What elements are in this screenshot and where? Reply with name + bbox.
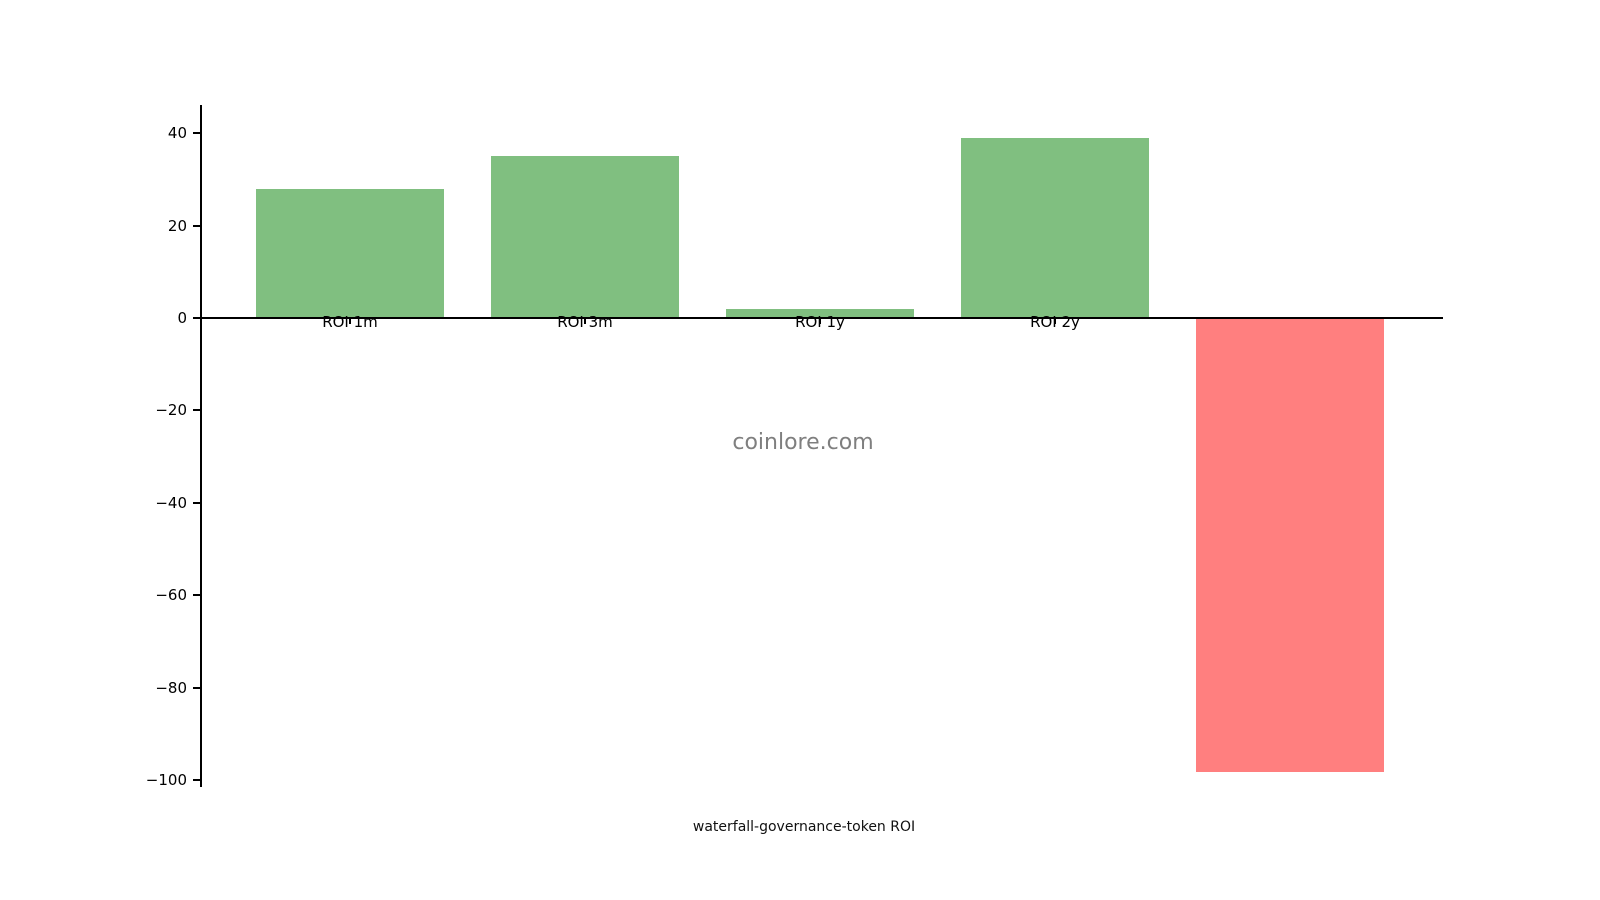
y-tick-mark — [193, 686, 200, 689]
y-tick-label: −40 — [155, 493, 187, 512]
bar-roi-1m — [256, 188, 444, 318]
y-tick-mark — [193, 132, 200, 135]
y-axis-spine — [200, 105, 202, 787]
y-tick-mark — [193, 501, 200, 504]
x-tick-label: ROI 1m — [322, 313, 378, 331]
bar-roi-3m — [491, 156, 679, 318]
y-tick-label: −80 — [155, 678, 187, 697]
watermark: coinlore.com — [732, 430, 874, 455]
y-tick-label: 40 — [167, 124, 187, 143]
y-tick-mark — [193, 224, 200, 227]
x-tick-label: ROI 1y — [795, 313, 845, 331]
bar-roi-2y — [961, 137, 1149, 318]
y-tick-label: 20 — [167, 216, 187, 235]
y-tick-mark — [193, 409, 200, 412]
y-tick-mark — [193, 317, 200, 319]
x-tick-mark — [1054, 319, 1056, 324]
bar-bar-4 — [1196, 319, 1384, 772]
x-tick-label: ROI 2y — [1030, 313, 1080, 331]
y-tick-label: −20 — [155, 401, 187, 420]
x-tick-mark — [819, 319, 821, 324]
y-tick-mark — [193, 594, 200, 597]
chart-title: waterfall-governance-token ROI — [692, 819, 916, 835]
bar-roi-1y — [726, 308, 914, 318]
x-tick-mark — [349, 319, 351, 324]
y-tick-label: −100 — [145, 771, 187, 789]
y-tick-mark — [193, 779, 200, 781]
x-tick-mark — [584, 319, 586, 324]
y-tick-label: 0 — [177, 309, 187, 327]
y-tick-label: −60 — [155, 586, 187, 605]
x-tick-label: ROI 3m — [557, 313, 613, 331]
x-axis-line — [200, 317, 1443, 319]
